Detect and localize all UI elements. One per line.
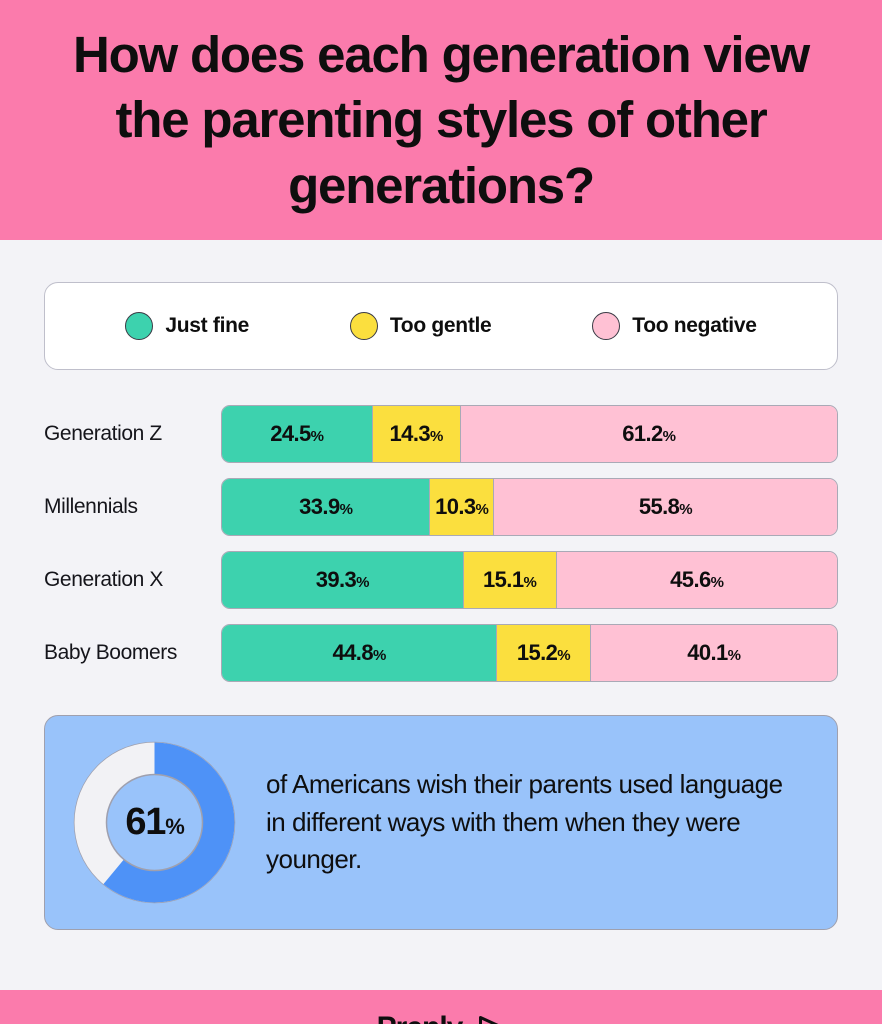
bar-segment-number: 15.2	[516, 639, 558, 665]
main-content: Just fine Too gentle Too negative Generati…	[0, 282, 882, 990]
bar-row: Baby Boomers 44.8% 15.2% 40.1%	[44, 616, 838, 689]
bar-segment[interactable]: 44.8%	[222, 624, 498, 681]
bar-segment-number: 39.3	[315, 566, 357, 592]
bar-segment[interactable]: 24.5%	[222, 405, 373, 462]
bar-segment-value: 44.8%	[332, 639, 387, 666]
donut-percent-symbol: %	[165, 814, 185, 839]
bar-segment-percent-symbol: %	[523, 573, 537, 591]
bar-segment[interactable]: 61.2%	[460, 405, 837, 462]
bar-row-label: Baby Boomers	[44, 640, 177, 664]
bar-segment[interactable]: 33.9%	[222, 478, 431, 535]
legend-dot-icon	[125, 312, 154, 340]
bar-segment-percent-symbol: %	[727, 646, 741, 664]
page-title: How does each generation view the parent…	[72, 26, 810, 214]
legend-dot-icon	[592, 312, 621, 340]
bar-track: 24.5% 14.3% 61.2%	[221, 404, 838, 463]
bar-segment-value: 45.6%	[670, 566, 724, 593]
donut-center-label: 61%	[67, 735, 242, 910]
bar-segment[interactable]: 10.3%	[430, 478, 494, 535]
bar-segment-number: 45.6	[670, 566, 711, 592]
legend-item[interactable]: Too negative	[592, 312, 757, 340]
donut-chart: 61%	[67, 735, 242, 910]
header-banner: How does each generation view the parent…	[0, 0, 882, 240]
legend-item-label: Too gentle	[389, 314, 492, 337]
bar-segment[interactable]: 15.1%	[463, 551, 557, 608]
brand-name: Preply	[377, 1011, 464, 1024]
bar-row: Millennials 33.9% 10.3% 55.8%	[44, 470, 838, 543]
bar-segment-number: 40.1	[687, 639, 728, 665]
bar-segment-value: 33.9%	[299, 493, 353, 520]
bar-segment-percent-symbol: %	[429, 427, 443, 445]
chart-legend: Just fine Too gentle Too negative	[44, 282, 838, 370]
bar-segment-percent-symbol: %	[679, 500, 692, 518]
bar-segment-percent-symbol: %	[339, 500, 353, 518]
bar-segment-value: 15.1%	[483, 566, 537, 593]
legend-dot-icon	[349, 312, 378, 340]
bar-segment-value: 24.5%	[270, 420, 324, 447]
bar-track: 33.9% 10.3% 55.8%	[221, 477, 838, 536]
bar-segment-percent-symbol: %	[557, 646, 570, 664]
donut-value-number: 61	[125, 801, 166, 843]
bar-segment-number: 14.3	[389, 420, 431, 446]
bar-segment-value: 61.2%	[622, 420, 676, 447]
legend-item-label: Just fine	[165, 314, 250, 337]
bar-track: 39.3% 15.1% 45.6%	[221, 550, 838, 609]
bar-track: 44.8% 15.2% 40.1%	[221, 623, 838, 682]
legend-item-label: Too negative	[632, 314, 757, 337]
donut-hub	[105, 773, 204, 872]
bar-segment[interactable]: 14.3%	[372, 405, 461, 462]
bar-segment-percent-symbol: %	[662, 427, 676, 445]
bar-segment-number: 44.8	[332, 639, 374, 665]
legend-item[interactable]: Just fine	[125, 312, 249, 340]
stacked-bar-chart: Generation Z 24.5% 14.3% 61.2% Millennials 33…	[44, 397, 838, 689]
statistic-callout: 61% of Americans wish their parents used…	[44, 715, 838, 930]
bar-segment-number: 33.9	[299, 493, 340, 519]
legend-item[interactable]: Too gentle	[349, 312, 492, 340]
bar-segment[interactable]: 55.8%	[493, 478, 837, 535]
callout-text: of Americans wish their parents used lan…	[266, 768, 783, 875]
bar-segment-value: 39.3%	[315, 566, 370, 593]
bar-segment-percent-symbol: %	[710, 573, 724, 591]
bar-row: Generation Z 24.5% 14.3% 61.2%	[44, 397, 838, 470]
bar-segment[interactable]: 45.6%	[556, 551, 837, 608]
bar-segment-number: 55.8	[638, 493, 680, 519]
bar-row: Generation X 39.3% 15.1% 45.6%	[44, 543, 838, 616]
bar-segment-number: 10.3	[435, 493, 476, 519]
bar-row-label: Generation X	[44, 567, 163, 591]
preply-logo-icon	[479, 1016, 499, 1024]
bar-segment[interactable]: 39.3%	[222, 551, 464, 608]
bar-row-label: Generation Z	[44, 421, 162, 445]
donut-chart-svg	[73, 741, 236, 904]
bar-segment-value: 40.1%	[687, 639, 741, 666]
bar-segment-number: 61.2	[622, 420, 663, 446]
bar-segment-number: 15.1	[483, 566, 524, 592]
bar-segment-percent-symbol: %	[356, 573, 369, 591]
bar-segment-number: 24.5	[270, 420, 311, 446]
footer-banner: Preply	[0, 990, 882, 1024]
donut-value-arc	[74, 742, 235, 903]
bar-segment-percent-symbol: %	[475, 500, 489, 518]
bar-segment-value: 15.2%	[516, 639, 571, 666]
donut-value: 61%	[125, 801, 185, 844]
bar-segment-value: 55.8%	[638, 493, 693, 520]
bar-segment-value: 10.3%	[435, 493, 489, 520]
bar-segment-percent-symbol: %	[372, 646, 386, 664]
bar-segment-percent-symbol: %	[310, 427, 324, 445]
bar-segment[interactable]: 15.2%	[497, 624, 591, 681]
bar-segment-value: 14.3%	[389, 420, 444, 447]
bar-segment[interactable]: 40.1%	[590, 624, 837, 681]
bar-row-label: Millennials	[44, 494, 138, 518]
